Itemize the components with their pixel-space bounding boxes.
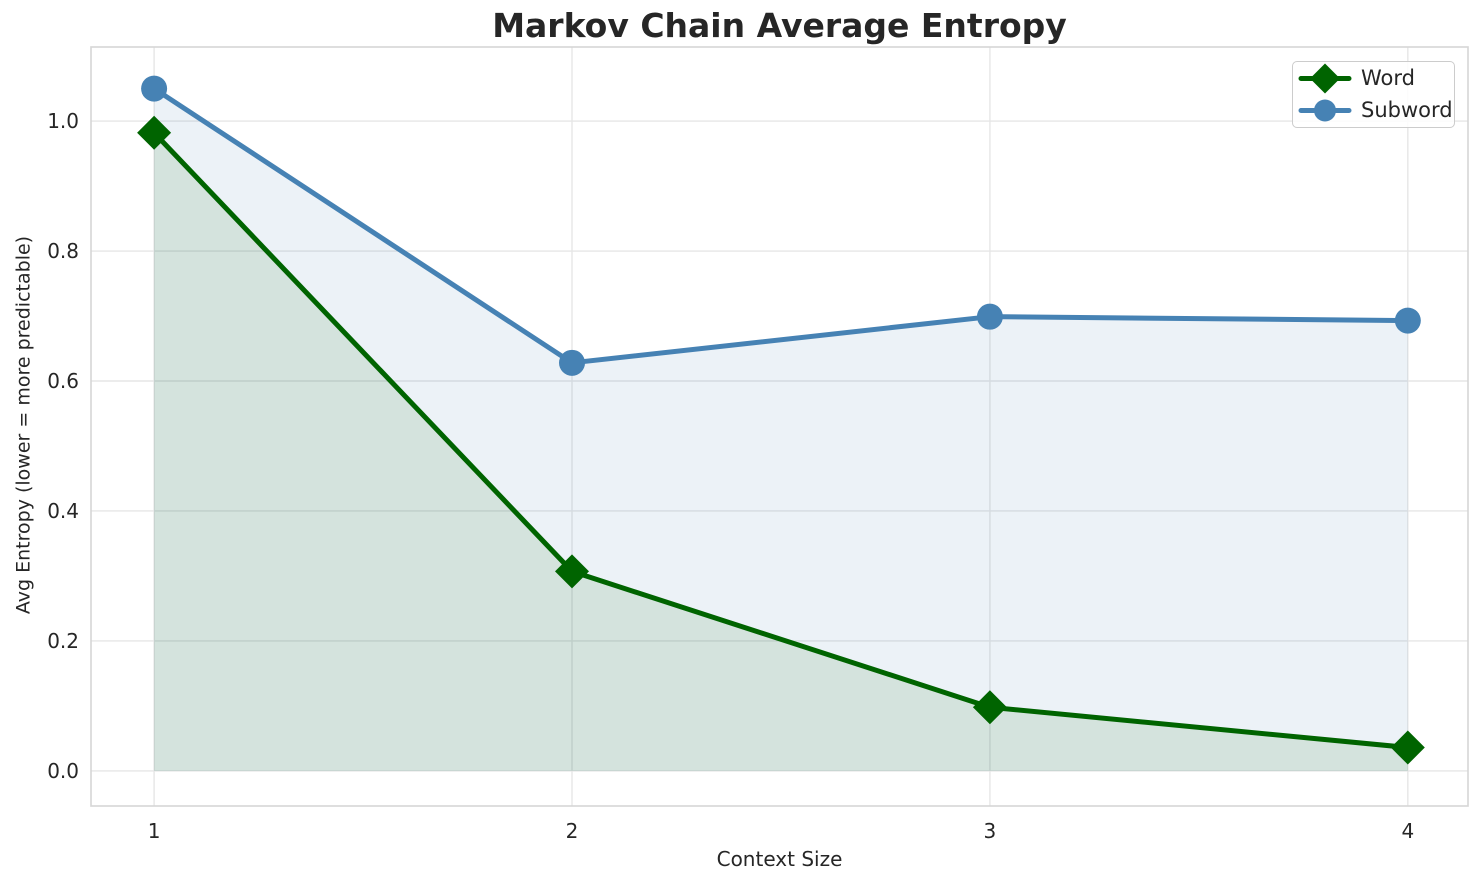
word-marker-2 bbox=[555, 554, 590, 589]
legend: Word Subword bbox=[1292, 61, 1455, 128]
subword-marker-3 bbox=[976, 303, 1003, 330]
x-tick-label: 1 bbox=[148, 819, 161, 843]
series-area-word bbox=[154, 132, 1408, 771]
word-diamond-icon bbox=[1298, 63, 1352, 94]
x-tick-label: 4 bbox=[1401, 819, 1414, 843]
legend-label: Subword bbox=[1361, 98, 1453, 122]
word-marker-3 bbox=[972, 690, 1007, 725]
y-tick-label: 0.0 bbox=[47, 759, 79, 783]
x-axis-label: Context Size bbox=[716, 847, 843, 871]
word-marker-1 bbox=[137, 115, 172, 150]
y-tick-label: 0.8 bbox=[47, 239, 79, 263]
legend-marker bbox=[1310, 63, 1340, 94]
subword-marker-4 bbox=[1394, 307, 1421, 334]
legend-item-subword: Subword bbox=[1298, 95, 1454, 126]
word-marker-4 bbox=[1390, 730, 1425, 765]
plot-background bbox=[91, 47, 1468, 806]
y-tick-label: 0.2 bbox=[47, 629, 79, 653]
legend-item-word: Word bbox=[1298, 63, 1454, 94]
legend-marker bbox=[1314, 99, 1336, 122]
chart-title: Markov Chain Average Entropy bbox=[492, 6, 1067, 45]
plot-border bbox=[90, 46, 1469, 807]
series-area-subword bbox=[154, 88, 1408, 771]
x-tick-label: 2 bbox=[566, 819, 579, 843]
y-tick-label: 1.0 bbox=[47, 109, 79, 133]
y-axis-label: Avg Entropy (lower = more predictable) bbox=[12, 235, 35, 615]
series-line-word bbox=[152, 131, 1409, 751]
x-tick-label: 3 bbox=[984, 819, 997, 843]
series-line-subword bbox=[152, 86, 1408, 366]
subword-circle-icon bbox=[1298, 99, 1352, 122]
legend-label: Word bbox=[1361, 66, 1415, 90]
y-tick-label: 0.6 bbox=[47, 369, 79, 393]
y-tick-label: 0.4 bbox=[47, 499, 79, 523]
subword-marker-1 bbox=[141, 75, 168, 102]
subword-marker-2 bbox=[559, 349, 586, 376]
